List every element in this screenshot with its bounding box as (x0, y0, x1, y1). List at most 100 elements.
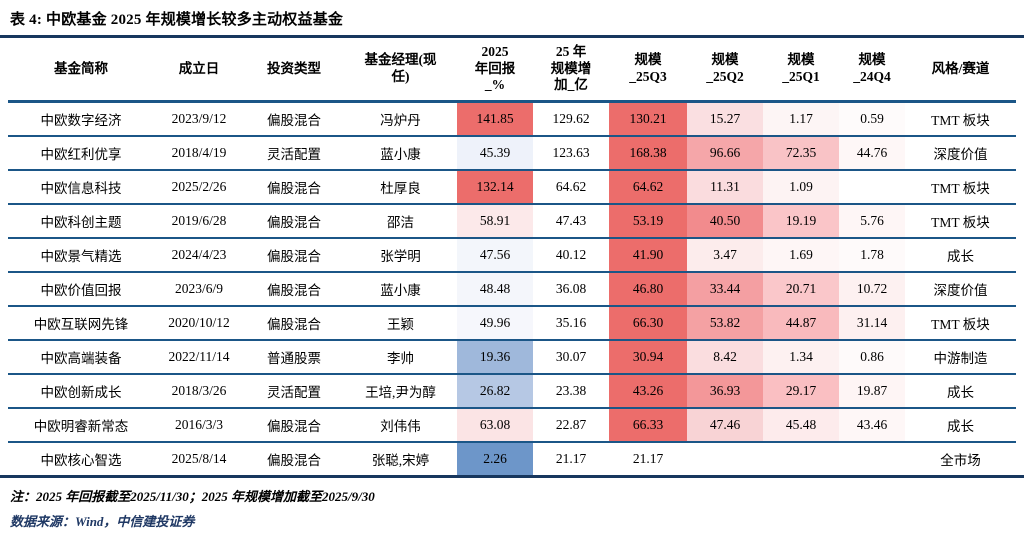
table-header: 基金简称 成立日 投资类型 基金经理(现 任) 2025 年回报 _% 25 年… (8, 38, 1016, 103)
table-row: 中欧科创主题 2019/6/28 偏股混合 邵洁 58.91 47.43 53.19 40.5… (8, 204, 1016, 239)
cell: 深度价值 (905, 272, 1016, 307)
cell: 成长 (905, 374, 1016, 409)
table-bottom-rule (0, 475, 1024, 478)
cell: 2024/4/23 (154, 238, 244, 273)
cell: 46.80 (609, 272, 687, 307)
cell: 中欧高端装备 (8, 340, 154, 375)
cell: 中欧价值回报 (8, 272, 154, 307)
cell: 成长 (905, 238, 1016, 273)
cell: 44.76 (839, 136, 905, 171)
cell: 20.71 (763, 272, 839, 307)
column-header-scale-25q1: 规模 _25Q1 (763, 38, 839, 103)
cell: 中欧信息科技 (8, 170, 154, 205)
cell: 杜厚良 (344, 170, 457, 205)
cell: 19.87 (839, 374, 905, 409)
cell: 40.12 (533, 238, 609, 273)
footnote-data-source: 数据来源：Wind，中信建投证券 (10, 514, 195, 529)
cell: 2022/11/14 (154, 340, 244, 375)
cell: 张学明 (344, 238, 457, 273)
cell: 64.62 (609, 170, 687, 205)
cell: 中欧明睿新常态 (8, 408, 154, 443)
cell: TMT 板块 (905, 101, 1016, 137)
cell: 47.56 (457, 238, 533, 273)
table-row: 中欧高端装备 2022/11/14 普通股票 李帅 19.36 30.07 30.94 8.4… (8, 340, 1016, 375)
cell: 刘伟伟 (344, 408, 457, 443)
cell: 偏股混合 (244, 170, 344, 205)
footnotes: 注：2025 年回报截至2025/11/30；2025 年规模增加截至2025/… (0, 478, 1024, 530)
cell: 48.48 (457, 272, 533, 307)
cell: 张聪,宋婷 (371, 453, 430, 468)
cell: 58.91 (457, 204, 533, 239)
cell: 深度价值 (905, 136, 1016, 171)
cell: 2023/9/12 (154, 101, 244, 137)
table-row: 中欧价值回报 2023/6/9 偏股混合 蓝小康 48.48 36.08 46.80 33.4… (8, 272, 1016, 307)
cell: 10.72 (839, 272, 905, 307)
cell: 11.31 (687, 170, 763, 205)
column-header-2025-return: 2025 年回报 _% (457, 38, 533, 103)
cell: 中欧创新成长 (8, 374, 154, 409)
cell: 45.39 (457, 136, 533, 171)
cell: 邵洁 (344, 204, 457, 239)
cell: 中欧数字经济 (8, 101, 154, 137)
cell: 47.46 (687, 408, 763, 443)
cell: 中游制造 (905, 340, 1016, 375)
cell: 130.21 (609, 101, 687, 137)
cell: 8.42 (687, 340, 763, 375)
cell: TMT 板块 (905, 204, 1016, 239)
cell: 47.43 (533, 204, 609, 239)
table-row: 中欧景气精选 2024/4/23 偏股混合 张学明 47.56 40.12 41.90 3.4… (8, 238, 1016, 273)
cell: 21.17 (632, 451, 664, 466)
cell (839, 442, 905, 475)
cell: 0.59 (839, 101, 905, 137)
cell: 中欧景气精选 (8, 238, 154, 273)
cell: 1.34 (763, 340, 839, 375)
cell: 35.16 (533, 306, 609, 341)
cell: 中欧互联网先锋 (8, 306, 154, 341)
table-row: 中欧数字经济 2023/9/12 偏股混合 冯炉丹 141.85 129.62 130.21… (8, 101, 1016, 137)
cell: TMT 板块 (905, 306, 1016, 341)
cell: 冯炉丹 (344, 101, 457, 137)
cell: 2016/3/3 (154, 408, 244, 443)
table-row: 中欧互联网先锋 2020/10/12 偏股混合 王颖 49.96 35.16 66.30 53… (8, 306, 1016, 341)
cell: 53.19 (609, 204, 687, 239)
cell: 141.85 (457, 101, 533, 137)
cell: 66.33 (609, 408, 687, 443)
column-header-style-track: 风格/赛道 (905, 38, 1016, 103)
cell: 64.62 (533, 170, 609, 205)
cell: 中欧红利优享 (8, 136, 154, 171)
cell: 53.82 (687, 306, 763, 341)
cell: 23.38 (533, 374, 609, 409)
cell: 2018/3/26 (154, 374, 244, 409)
cell: TMT 板块 (905, 170, 1016, 205)
table-row: 中欧核心智选 2025/8/14 偏股混合 张聪,宋婷 2.26 21.17 21.17 全市… (8, 442, 1016, 475)
cell (763, 442, 839, 475)
cell: 129.62 (533, 101, 609, 137)
cell: 22.87 (533, 408, 609, 443)
column-header-scale-25q3: 规模 _25Q3 (609, 38, 687, 103)
table-row: 中欧创新成长 2018/3/26 灵活配置 王培,尹为醇 26.82 23.38 43.26… (8, 374, 1016, 409)
cell: 123.63 (533, 136, 609, 171)
cell (839, 170, 905, 205)
cell: 1.69 (763, 238, 839, 273)
cell: 2020/10/12 (154, 306, 244, 341)
column-header-inception-date: 成立日 (154, 38, 244, 103)
cell: 2.26 (457, 442, 533, 475)
table-body: 中欧数字经济 2023/9/12 偏股混合 冯炉丹 141.85 129.62 130.21… (8, 101, 1016, 475)
cell: 96.66 (687, 136, 763, 171)
cell: 2023/6/9 (154, 272, 244, 307)
cell: 偏股混合 (244, 272, 344, 307)
table-row: 中欧信息科技 2025/2/26 偏股混合 杜厚良 132.14 64.62 64.62 11… (8, 170, 1016, 205)
cell (687, 442, 763, 475)
cell: 偏股混合 (244, 408, 344, 443)
cell: 全市场 (940, 453, 981, 468)
cell: 蓝小康 (344, 136, 457, 171)
cell: 19.19 (763, 204, 839, 239)
cell: 2025/8/14 (171, 451, 227, 466)
cell: 49.96 (457, 306, 533, 341)
cell: 44.87 (763, 306, 839, 341)
cell: 30.07 (533, 340, 609, 375)
cell: 灵活配置 (244, 374, 344, 409)
cell: 中欧核心智选 (40, 453, 122, 468)
cell: 36.93 (687, 374, 763, 409)
